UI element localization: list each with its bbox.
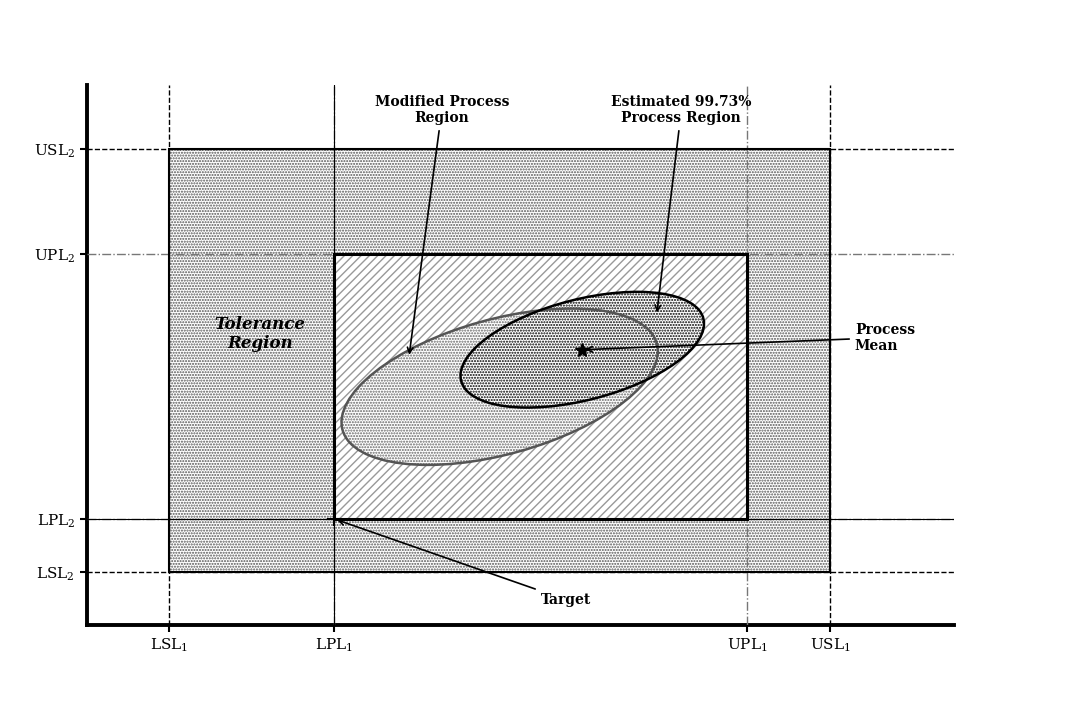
Text: Process
Mean: Process Mean	[586, 322, 915, 353]
Bar	[169, 148, 830, 572]
Bar	[335, 254, 748, 519]
Ellipse shape	[461, 292, 704, 408]
Text: Estimated 99.73%
Process Region: Estimated 99.73% Process Region	[611, 95, 751, 311]
Bar	[335, 254, 748, 519]
Bar	[169, 148, 830, 572]
Ellipse shape	[341, 309, 658, 465]
Bar	[335, 254, 748, 519]
Text: Target: Target	[339, 520, 591, 606]
Text: Tolerance
Region: Tolerance Region	[215, 315, 306, 352]
Text: Modified Process
Region: Modified Process Region	[375, 95, 509, 353]
Bar	[169, 148, 830, 572]
